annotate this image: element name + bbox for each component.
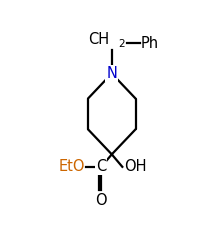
Text: EtO: EtO [58,159,84,174]
Text: N: N [106,66,117,81]
Text: C: C [96,159,106,174]
Text: OH: OH [123,159,146,174]
Text: Ph: Ph [140,36,158,51]
Text: CH: CH [88,32,109,47]
Text: 2: 2 [118,39,124,49]
Text: O: O [95,193,107,208]
